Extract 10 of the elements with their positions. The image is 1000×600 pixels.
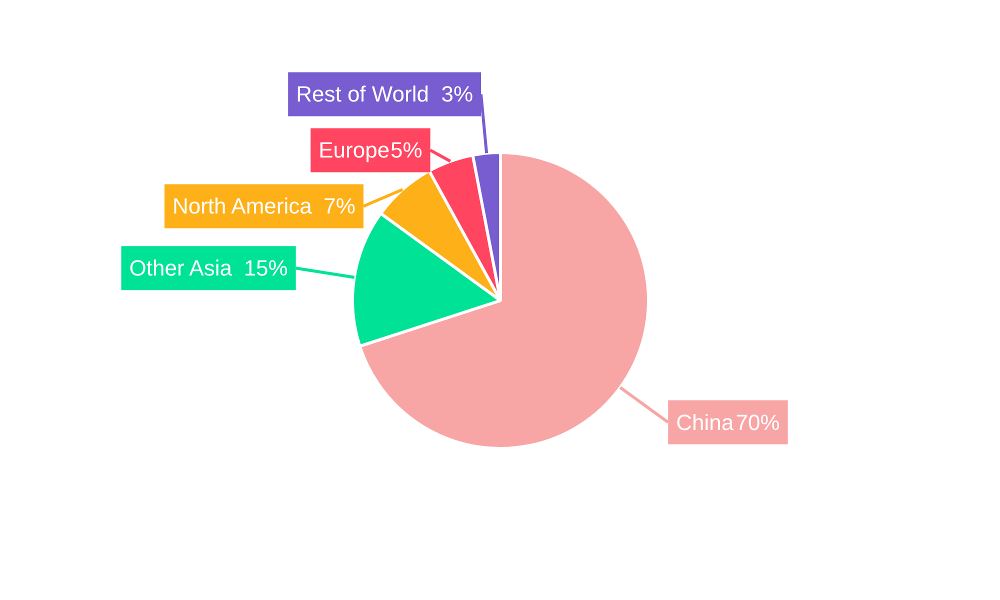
slice-label: North America: [172, 194, 313, 219]
data-label: 7%: [324, 194, 356, 219]
data-label: 5%: [390, 138, 422, 163]
slice-label: Rest of World: [296, 82, 429, 107]
data-label: 70%: [736, 410, 780, 435]
slice-label: Other Asia: [129, 256, 233, 281]
slice-label: China: [676, 410, 734, 435]
slice-label: Europe: [318, 138, 390, 163]
data-label: 15%: [244, 256, 288, 281]
data-label: 3%: [441, 82, 473, 107]
